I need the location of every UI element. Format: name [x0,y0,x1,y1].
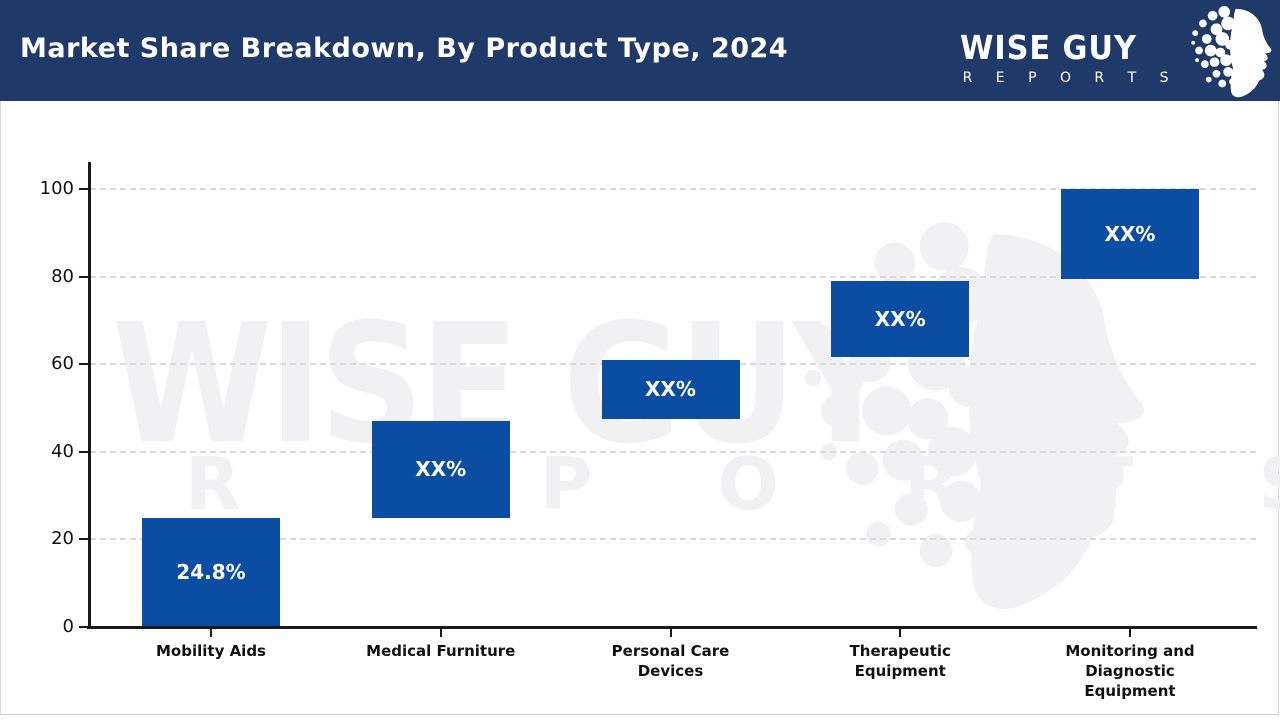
y-tick-mark-0 [79,625,88,628]
report-header: Market Share Breakdown, By Product Type,… [0,0,1280,101]
x-tick-mark-mobility-aids [210,628,212,637]
category-label-personal-care-devices: Personal Care Devices [611,642,730,680]
bar-segment-medical-furniture: XX% [371,420,510,518]
category-label-therapeutic-equipment: Therapeutic Equipment [849,642,951,680]
y-tick-label-20: 20 [51,528,74,549]
x-tick-mark-medical-furniture [439,628,442,637]
bar-segment-mobility-aids: 24.8% [142,518,280,627]
bar-value-label-monitoring-and-diagnostic-equipment: XX% [1104,221,1156,246]
category-label-medical-furniture: Medical Furniture [366,642,516,660]
y-tick-label-60: 60 [51,353,74,374]
y-tick-label-0: 0 [62,615,74,637]
gridline-100 [90,188,1256,190]
y-tick-label-100: 100 [39,178,74,199]
y-tick-mark-40 [79,450,88,453]
bar-value-label-mobility-aids: 24.8% [176,560,246,585]
x-tick-mark-personal-care-devices [669,628,672,637]
x-axis-spine [87,625,1257,629]
gridline-80 [90,275,1256,278]
y-tick-label-80: 80 [51,265,74,287]
y-tick-mark-80 [79,275,88,278]
bar-value-label-therapeutic-equipment: XX% [874,307,926,332]
page-title: Market Share Breakdown, By Product Type,… [20,33,789,64]
x-tick-mark-monitoring-and-diagnostic-equipment [1129,628,1131,637]
y-axis-spine [88,162,91,629]
category-label-mobility-aids: Mobility Aids [156,642,266,660]
gridline-40 [90,450,1256,453]
category-label-monitoring-and-diagnostic-equipment: Monitoring and Diagnostic Equipment [1065,642,1195,700]
y-tick-mark-20 [79,538,88,540]
bar-segment-monitoring-and-diagnostic-equipment: XX% [1061,189,1199,279]
x-tick-mark-therapeutic-equipment [899,628,902,637]
y-tick-mark-60 [79,363,88,365]
brand-wordmark: WISE GUY R E P O R T S [960,28,1178,86]
brand-logo: WISE GUY R E P O R T S [960,4,1276,98]
bar-value-label-personal-care-devices: XX% [645,377,696,402]
bar-segment-personal-care-devices: XX% [601,359,740,419]
y-tick-mark-100 [79,188,88,190]
y-tick-label-40: 40 [51,440,74,462]
bar-value-label-medical-furniture: XX% [415,457,467,482]
brand-wordmark-line2: R E P O R T S [962,70,1178,86]
brand-wordmark-line1: WISE GUY [959,28,1137,67]
bar-segment-therapeutic-equipment: XX% [831,280,970,358]
gridline-20 [90,538,1256,540]
brand-head-icon [1191,6,1272,98]
